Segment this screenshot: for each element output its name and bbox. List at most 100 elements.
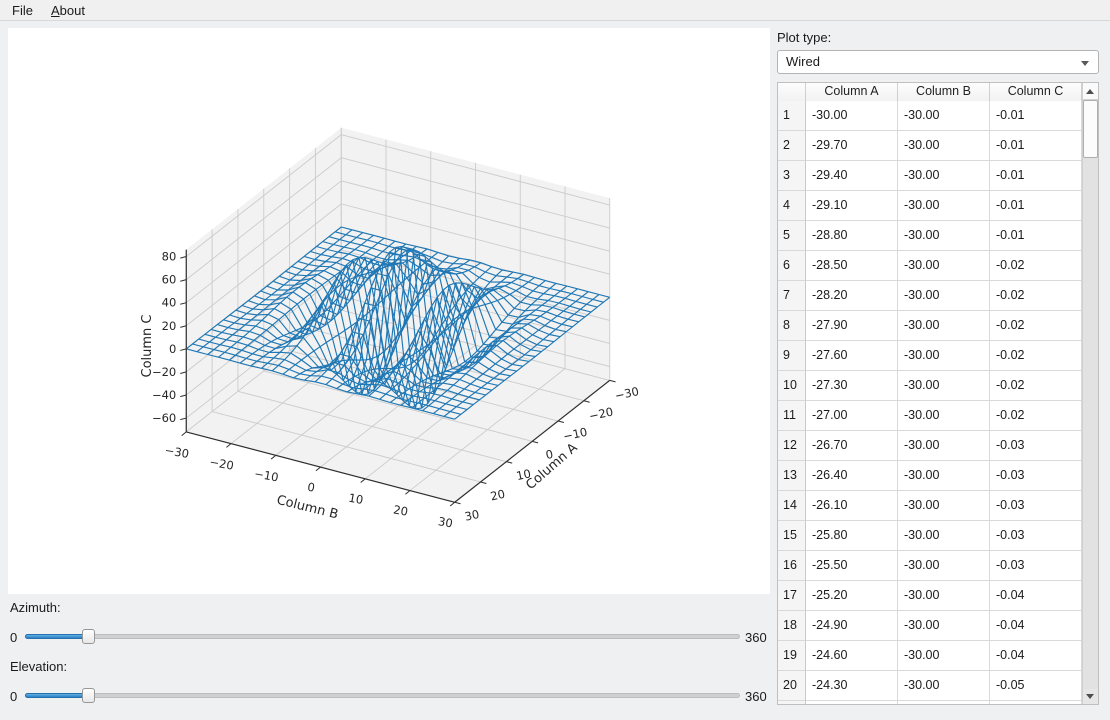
table-cell[interactable]: -0.02 [990,341,1082,371]
table-cell[interactable]: -0.03 [990,431,1082,461]
table-cell[interactable]: -26.10 [806,491,898,521]
row-number-cell[interactable]: 15 [778,521,806,551]
row-number-cell[interactable]: 8 [778,311,806,341]
table-cell[interactable]: -28.50 [806,251,898,281]
table-cell[interactable]: -0.01 [990,161,1082,191]
table-cell[interactable]: -0.01 [990,221,1082,251]
table-cell[interactable]: -0.04 [990,611,1082,641]
row-number-cell[interactable]: 19 [778,641,806,671]
table-cell[interactable]: -0.02 [990,281,1082,311]
row-number-cell[interactable]: 5 [778,221,806,251]
table-cell[interactable]: -0.05 [990,671,1082,701]
scroll-up-button[interactable] [1083,83,1098,100]
table-cell[interactable]: -28.80 [806,221,898,251]
menu-item-about[interactable]: About [50,2,85,18]
azimuth-slider-track[interactable] [25,634,740,639]
table-cell[interactable]: -30.00 [898,311,990,341]
table-cell[interactable]: -30.00 [898,611,990,641]
row-number-cell[interactable]: 4 [778,191,806,221]
table-cell[interactable]: -30.00 [898,161,990,191]
vertical-scrollbar[interactable] [1082,83,1098,704]
table-cell[interactable]: -0.02 [990,311,1082,341]
header-cell-column-a[interactable]: Column A [806,83,898,101]
menu-item-file[interactable]: File [12,2,33,18]
table-cell[interactable]: -30.00 [898,521,990,551]
row-number-cell[interactable]: 17 [778,581,806,611]
scroll-thumb[interactable] [1083,100,1098,158]
header-corner-cell[interactable] [778,83,806,101]
table-cell[interactable]: -25.50 [806,551,898,581]
table-cell[interactable]: -29.10 [806,191,898,221]
row-number-cell[interactable]: 10 [778,371,806,401]
table-cell[interactable] [806,701,898,704]
row-number-cell[interactable]: 6 [778,251,806,281]
header-cell-column-b[interactable]: Column B [898,83,990,101]
header-cell-column-c[interactable]: Column C [990,83,1082,101]
table-cell[interactable]: -26.40 [806,461,898,491]
table-cell[interactable]: -25.20 [806,581,898,611]
row-number-cell[interactable]: 3 [778,161,806,191]
table-cell[interactable]: -27.90 [806,311,898,341]
table-cell[interactable]: -30.00 [898,251,990,281]
table-cell[interactable]: -0.03 [990,551,1082,581]
table-cell[interactable]: -30.00 [898,401,990,431]
table-cell[interactable]: -30.00 [898,431,990,461]
table-cell[interactable] [778,701,806,704]
table-cell[interactable]: -30.00 [806,101,898,131]
table-cell[interactable]: -30.00 [898,191,990,221]
azimuth-slider-handle[interactable] [82,629,95,644]
row-number-cell[interactable]: 1 [778,101,806,131]
table-cell[interactable]: -0.01 [990,191,1082,221]
table-cell[interactable]: -29.70 [806,131,898,161]
wireframe-plot-canvas[interactable]: −30−20−100102030−30−20−100102030−60−40−2… [8,28,770,594]
scroll-down-button[interactable] [1083,689,1098,704]
row-number-cell[interactable]: 11 [778,401,806,431]
table-cell[interactable]: -28.20 [806,281,898,311]
row-number-cell[interactable]: 14 [778,491,806,521]
table-cell[interactable]: -30.00 [898,641,990,671]
row-number-cell[interactable]: 2 [778,131,806,161]
table-cell[interactable]: -0.03 [990,521,1082,551]
table-cell[interactable]: -30.00 [898,281,990,311]
table-cell[interactable]: -24.90 [806,611,898,641]
table-cell[interactable]: -0.02 [990,371,1082,401]
table-cell[interactable]: -26.70 [806,431,898,461]
row-number-cell[interactable]: 20 [778,671,806,701]
row-number-cell[interactable]: 9 [778,341,806,371]
table-cell[interactable] [990,701,1082,704]
table-cell[interactable]: -30.00 [898,671,990,701]
table-cell[interactable]: -0.04 [990,581,1082,611]
row-number-cell[interactable]: 7 [778,281,806,311]
table-cell[interactable]: -30.00 [898,101,990,131]
table-cell[interactable]: -0.01 [990,131,1082,161]
table-cell[interactable]: -30.00 [898,461,990,491]
table-cell[interactable]: -0.04 [990,641,1082,671]
row-number-cell[interactable]: 12 [778,431,806,461]
table-cell[interactable]: -30.00 [898,581,990,611]
table-cell[interactable]: -24.60 [806,641,898,671]
table-cell[interactable]: -27.00 [806,401,898,431]
table-cell[interactable]: -24.30 [806,671,898,701]
row-number-cell[interactable]: 16 [778,551,806,581]
table-cell[interactable]: -0.01 [990,101,1082,131]
table-cell[interactable] [898,701,990,704]
row-number-cell[interactable]: 13 [778,461,806,491]
plot-figure[interactable]: −30 −20 −10 0 10 20 30 −30 −20 −10 0 10 20 30 −60 −40 −2… [8,28,770,594]
table-cell[interactable]: -0.02 [990,251,1082,281]
table-cell[interactable]: -30.00 [898,371,990,401]
table-cell[interactable]: -30.00 [898,551,990,581]
table-cell[interactable]: -0.03 [990,461,1082,491]
table-cell[interactable]: -0.03 [990,491,1082,521]
table-cell[interactable]: -25.80 [806,521,898,551]
elevation-slider-track[interactable] [25,693,740,698]
table-cell[interactable]: -29.40 [806,161,898,191]
table-cell[interactable]: -30.00 [898,491,990,521]
table-cell[interactable]: -30.00 [898,221,990,251]
table-cell[interactable]: -27.60 [806,341,898,371]
elevation-slider-handle[interactable] [82,688,95,703]
plot-type-combobox[interactable]: Wired [777,50,1099,74]
table-cell[interactable]: -27.30 [806,371,898,401]
table-cell[interactable]: -0.02 [990,401,1082,431]
table-cell[interactable]: -30.00 [898,341,990,371]
row-number-cell[interactable]: 18 [778,611,806,641]
